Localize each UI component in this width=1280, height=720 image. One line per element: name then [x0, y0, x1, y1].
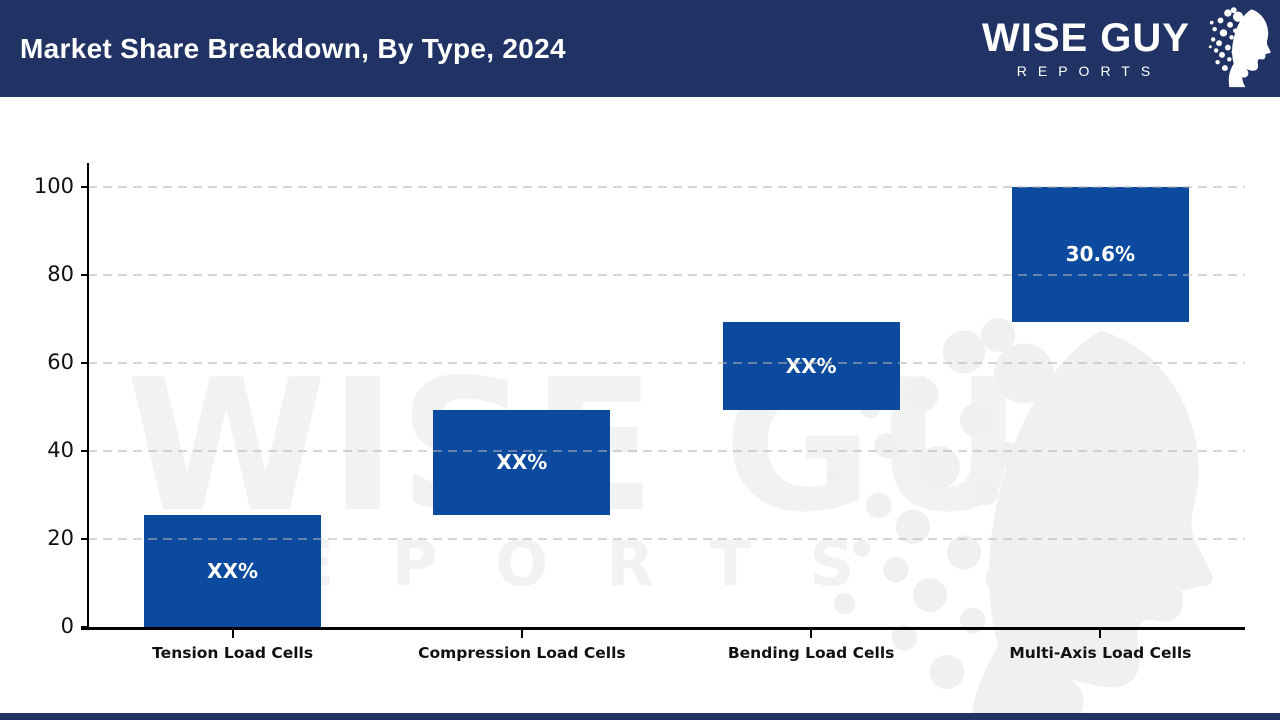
x-tick-mark — [520, 630, 523, 638]
chart-area: WISE GUY REPORTS 0 20 40 60 80 100 XX% Tension … — [0, 97, 1280, 713]
plot-region: 0 20 40 60 80 100 XX% Tension Load Cells XX% Comp… — [0, 97, 1280, 713]
y-tick-label: 60 — [47, 350, 74, 374]
y-tick-label: 80 — [47, 262, 74, 286]
x-tick-mark — [231, 630, 234, 638]
logo-wordmark: WISE GUY — [981, 16, 1190, 60]
bar-value-label: XX% — [207, 558, 259, 583]
x-axis-line — [81, 627, 1245, 630]
y-tick-mark — [81, 274, 89, 276]
x-category-label: Tension Load Cells — [152, 644, 314, 662]
bar-value-label: 30.6% — [1065, 242, 1136, 267]
y-axis-line — [87, 163, 89, 630]
watermark-wordmark: WISE GUY — [126, 340, 1159, 552]
y-tick-label: 0 — [60, 614, 74, 638]
gridline-80 — [88, 274, 1245, 276]
y-tick-mark — [81, 450, 89, 452]
gridline-100 — [88, 186, 1245, 188]
y-tick-label: 20 — [47, 526, 74, 550]
watermark-dotted-head-icon — [827, 317, 1213, 713]
bar-tension-load-cells: XX% — [144, 514, 322, 627]
page-title: Market Share Breakdown, By Type, 2024 — [20, 32, 566, 64]
header-band: Market Share Breakdown, By Type, 2024 WI… — [0, 0, 1280, 97]
logo-text: WISE GUY REPORTS — [982, 18, 1190, 79]
y-tick-mark — [81, 186, 89, 188]
x-tick-mark — [1099, 630, 1102, 638]
bar-bending-load-cells: XX% — [722, 321, 900, 410]
y-tick-label: 40 — [47, 438, 74, 462]
wise-guy-logo: WISE GUY REPORTS — [982, 5, 1274, 93]
x-category-label: Bending Load Cells — [727, 644, 895, 662]
logo-subtitle: REPORTS — [1016, 63, 1162, 79]
y-tick-mark — [81, 362, 89, 364]
bar-compression-load-cells: XX% — [433, 409, 611, 515]
bar-value-label: XX% — [785, 353, 837, 378]
x-tick-mark — [810, 630, 813, 638]
footer-band — [0, 713, 1280, 720]
gridline-60 — [88, 362, 1245, 364]
bar-multi-axis-load-cells: 30.6% — [1011, 187, 1189, 322]
y-tick-mark — [81, 538, 89, 540]
bar-value-label: XX% — [496, 450, 548, 475]
x-category-label: Compression Load Cells — [418, 644, 626, 662]
gridline-40 — [88, 450, 1245, 452]
dotted-head-icon — [1208, 6, 1271, 87]
x-category-label: Multi-Axis Load Cells — [1009, 644, 1192, 662]
y-tick-label: 100 — [33, 174, 74, 198]
gridline-20 — [88, 538, 1245, 540]
